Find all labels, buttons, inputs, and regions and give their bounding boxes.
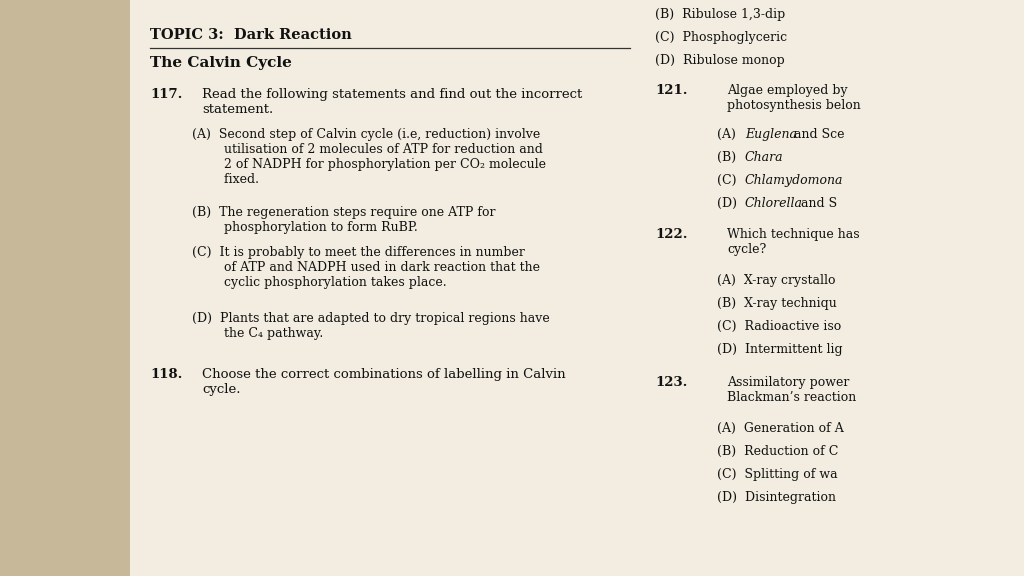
Text: (A)  Generation of A: (A) Generation of A	[717, 422, 844, 435]
Text: (B)  Ribulose 1,3-dip: (B) Ribulose 1,3-dip	[655, 8, 785, 21]
Text: (C)  Radioactive iso: (C) Radioactive iso	[717, 320, 842, 333]
Text: (C): (C)	[717, 174, 744, 187]
Text: Choose the correct combinations of labelling in Calvin
cycle.: Choose the correct combinations of label…	[202, 368, 565, 396]
Text: (B): (B)	[717, 151, 744, 164]
Text: (C)  Splitting of wa: (C) Splitting of wa	[717, 468, 838, 481]
Text: (C)  It is probably to meet the differences in number
        of ATP and NADPH u: (C) It is probably to meet the differenc…	[193, 246, 540, 289]
Text: and Sce: and Sce	[790, 128, 845, 141]
Text: Chlorella: Chlorella	[745, 197, 803, 210]
Text: (A): (A)	[717, 128, 743, 141]
Text: (D)  Ribulose monop: (D) Ribulose monop	[655, 54, 784, 67]
Text: (D)  Intermittent lig: (D) Intermittent lig	[717, 343, 843, 356]
Text: 117.: 117.	[150, 88, 182, 101]
Text: (A)  X-ray crystallo: (A) X-ray crystallo	[717, 274, 836, 287]
Text: 121.: 121.	[655, 84, 687, 97]
Text: (B)  X-ray techniqu: (B) X-ray techniqu	[717, 297, 837, 310]
Text: Euglena: Euglena	[745, 128, 797, 141]
Text: Chlamydomona: Chlamydomona	[745, 174, 844, 187]
Text: (A)  Second step of Calvin cycle (i.e, reduction) involve
        utilisation of: (A) Second step of Calvin cycle (i.e, re…	[193, 128, 546, 186]
FancyBboxPatch shape	[130, 0, 1024, 576]
Text: 122.: 122.	[655, 228, 687, 241]
Text: and S: and S	[797, 197, 838, 210]
Text: 123.: 123.	[655, 376, 687, 389]
Text: (B)  Reduction of C: (B) Reduction of C	[717, 445, 839, 458]
Text: (D)  Plants that are adapted to dry tropical regions have
        the C₄ pathway: (D) Plants that are adapted to dry tropi…	[193, 312, 550, 340]
Text: Algae employed by
photosynthesis belon: Algae employed by photosynthesis belon	[727, 84, 861, 112]
Text: (D): (D)	[717, 197, 745, 210]
Text: (C)  Phosphoglyceric: (C) Phosphoglyceric	[655, 31, 787, 44]
Text: The Calvin Cycle: The Calvin Cycle	[150, 56, 292, 70]
Text: Which technique has
cycle?: Which technique has cycle?	[727, 228, 859, 256]
Text: Read the following statements and find out the incorrect
statement.: Read the following statements and find o…	[202, 88, 583, 116]
Text: 118.: 118.	[150, 368, 182, 381]
Text: Chara: Chara	[745, 151, 783, 164]
Text: (B)  The regeneration steps require one ATP for
        phosphorylation to form : (B) The regeneration steps require one A…	[193, 206, 496, 234]
Text: (D)  Disintegration: (D) Disintegration	[717, 491, 836, 504]
Text: Assimilatory power
Blackman’s reaction: Assimilatory power Blackman’s reaction	[727, 376, 856, 404]
Text: TOPIC 3:  Dark Reaction: TOPIC 3: Dark Reaction	[150, 28, 352, 42]
